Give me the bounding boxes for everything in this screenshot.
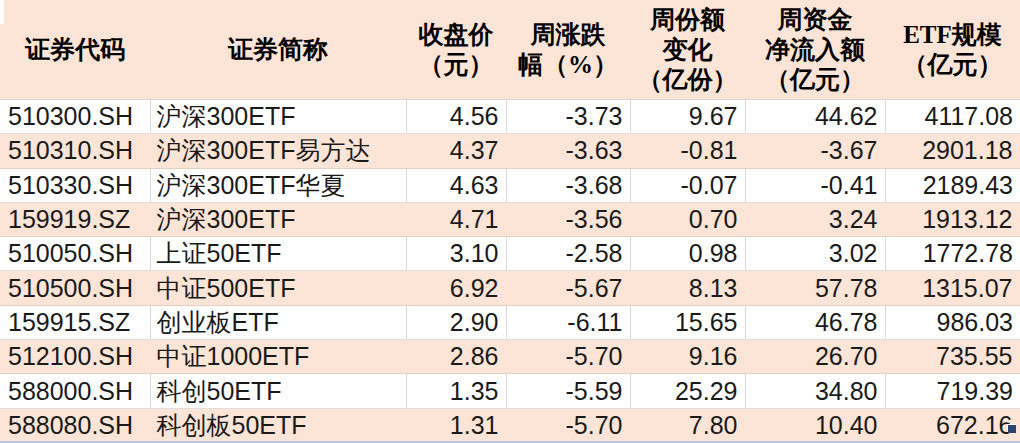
cell-close-price[interactable]: 2.86 <box>406 340 506 374</box>
table-row: 159919.SZ沪深300ETF4.71-3.560.703.241913.1… <box>0 202 1020 236</box>
cell-weekly-change[interactable]: -5.67 <box>506 271 630 305</box>
cell-close-price[interactable]: 1.31 <box>406 408 506 442</box>
cell-security-name[interactable]: 沪深300ETF华夏 <box>150 168 406 202</box>
cell-weekly-net-inflow[interactable]: -0.41 <box>745 168 885 202</box>
table-row: 512100.SH中证1000ETF2.86-5.709.1626.70735.… <box>0 340 1020 374</box>
cell-weekly-net-inflow[interactable]: -3.67 <box>745 134 885 168</box>
cell-weekly-net-inflow[interactable]: 57.78 <box>745 271 885 305</box>
col-header-close-price[interactable]: 收盘价 （元） <box>406 0 506 100</box>
cell-security-code[interactable]: 510500.SH <box>0 271 150 305</box>
cell-weekly-change[interactable]: -6.11 <box>506 305 630 339</box>
cell-weekly-net-inflow[interactable]: 3.24 <box>745 202 885 236</box>
table-row: 588080.SH科创板50ETF1.31-5.707.8010.40672.1… <box>0 408 1020 442</box>
cell-security-name[interactable]: 上证50ETF <box>150 237 406 271</box>
cell-security-name[interactable]: 科创板50ETF <box>150 408 406 442</box>
cell-close-price[interactable]: 4.56 <box>406 100 506 134</box>
table-row: 510050.SH上证50ETF3.10-2.580.983.021772.78 <box>0 237 1020 271</box>
table-body: 510300.SH沪深300ETF4.56-3.739.6744.624117.… <box>0 100 1020 443</box>
cell-close-price[interactable]: 4.37 <box>406 134 506 168</box>
cell-weekly-change[interactable]: -5.70 <box>506 408 630 442</box>
cell-security-name[interactable]: 沪深300ETF易方达 <box>150 134 406 168</box>
cell-weekly-share-change[interactable]: -0.81 <box>630 134 745 168</box>
cell-close-price[interactable]: 1.35 <box>406 374 506 408</box>
table-row: 510310.SH沪深300ETF易方达4.37-3.63-0.81-3.672… <box>0 134 1020 168</box>
col-header-etf-scale[interactable]: ETF规模 （亿元） <box>885 0 1020 100</box>
fill-handle[interactable] <box>1008 425 1016 433</box>
cell-weekly-net-inflow[interactable]: 26.70 <box>745 340 885 374</box>
cell-close-price[interactable]: 4.63 <box>406 168 506 202</box>
table-row: 588000.SH科创50ETF1.35-5.5925.2934.80719.3… <box>0 374 1020 408</box>
cell-security-name[interactable]: 创业板ETF <box>150 305 406 339</box>
table-row: 510500.SH中证500ETF6.92-5.678.1357.781315.… <box>0 271 1020 305</box>
cell-weekly-net-inflow[interactable]: 44.62 <box>745 100 885 134</box>
cell-weekly-net-inflow[interactable]: 10.40 <box>745 408 885 442</box>
cell-close-price[interactable]: 3.10 <box>406 237 506 271</box>
cell-weekly-share-change[interactable]: 0.98 <box>630 237 745 271</box>
cell-security-name[interactable]: 沪深300ETF <box>150 100 406 134</box>
cell-security-name[interactable]: 沪深300ETF <box>150 202 406 236</box>
cell-security-name[interactable]: 科创50ETF <box>150 374 406 408</box>
cell-weekly-change[interactable]: -5.70 <box>506 340 630 374</box>
cell-etf-scale[interactable]: 1315.07 <box>885 271 1020 305</box>
cell-weekly-share-change[interactable]: 7.80 <box>630 408 745 442</box>
cell-weekly-net-inflow[interactable]: 34.80 <box>745 374 885 408</box>
cell-weekly-net-inflow[interactable]: 46.78 <box>745 305 885 339</box>
cell-weekly-share-change[interactable]: 9.67 <box>630 100 745 134</box>
table-row: 510300.SH沪深300ETF4.56-3.739.6744.624117.… <box>0 100 1020 134</box>
cell-close-price[interactable]: 2.90 <box>406 305 506 339</box>
cell-weekly-share-change[interactable]: 9.16 <box>630 340 745 374</box>
etf-table: 证券代码 证券简称 收盘价 （元） 周涨跌 幅（%） 周份额 变化 （亿份） 周… <box>0 0 1020 443</box>
cell-security-code[interactable]: 159915.SZ <box>0 305 150 339</box>
cell-security-name[interactable]: 中证1000ETF <box>150 340 406 374</box>
cell-etf-scale[interactable]: 735.55 <box>885 340 1020 374</box>
cell-close-price[interactable]: 6.92 <box>406 271 506 305</box>
col-header-weekly-share-change[interactable]: 周份额 变化 （亿份） <box>630 0 745 100</box>
col-header-security-code[interactable]: 证券代码 <box>0 0 150 100</box>
corner-notch <box>0 0 4 24</box>
col-header-weekly-net-inflow[interactable]: 周资金 净流入额 （亿元） <box>745 0 885 100</box>
cell-weekly-change[interactable]: -3.68 <box>506 168 630 202</box>
cell-security-code[interactable]: 510300.SH <box>0 100 150 134</box>
cell-weekly-share-change[interactable]: 25.29 <box>630 374 745 408</box>
cell-close-price[interactable]: 4.71 <box>406 202 506 236</box>
cell-etf-scale[interactable]: 1772.78 <box>885 237 1020 271</box>
cell-weekly-change[interactable]: -2.58 <box>506 237 630 271</box>
cell-weekly-change[interactable]: -3.63 <box>506 134 630 168</box>
cell-weekly-change[interactable]: -3.56 <box>506 202 630 236</box>
col-header-security-name[interactable]: 证券简称 <box>150 0 406 100</box>
cell-security-code[interactable]: 588000.SH <box>0 374 150 408</box>
cell-security-name[interactable]: 中证500ETF <box>150 271 406 305</box>
cell-etf-scale[interactable]: 4117.08 <box>885 100 1020 134</box>
cell-weekly-net-inflow[interactable]: 3.02 <box>745 237 885 271</box>
cell-etf-scale[interactable]: 672.16 <box>885 408 1020 442</box>
cell-etf-scale[interactable]: 1913.12 <box>885 202 1020 236</box>
cell-etf-scale[interactable]: 2189.43 <box>885 168 1020 202</box>
cell-security-code[interactable]: 510330.SH <box>0 168 150 202</box>
etf-table-screenshot: 证券代码 证券简称 收盘价 （元） 周涨跌 幅（%） 周份额 变化 （亿份） 周… <box>0 0 1020 443</box>
col-header-weekly-change[interactable]: 周涨跌 幅（%） <box>506 0 630 100</box>
cell-etf-scale[interactable]: 2901.18 <box>885 134 1020 168</box>
cell-weekly-change[interactable]: -5.59 <box>506 374 630 408</box>
cell-security-code[interactable]: 159919.SZ <box>0 202 150 236</box>
cell-security-code[interactable]: 510310.SH <box>0 134 150 168</box>
cell-etf-scale[interactable]: 986.03 <box>885 305 1020 339</box>
cell-weekly-share-change[interactable]: -0.07 <box>630 168 745 202</box>
table-row: 159915.SZ创业板ETF2.90-6.1115.6546.78986.03 <box>0 305 1020 339</box>
cell-security-code[interactable]: 588080.SH <box>0 408 150 442</box>
cell-weekly-share-change[interactable]: 8.13 <box>630 271 745 305</box>
cell-security-code[interactable]: 512100.SH <box>0 340 150 374</box>
cell-security-code[interactable]: 510050.SH <box>0 237 150 271</box>
cell-weekly-share-change[interactable]: 0.70 <box>630 202 745 236</box>
cell-weekly-share-change[interactable]: 15.65 <box>630 305 745 339</box>
cell-etf-scale[interactable]: 719.39 <box>885 374 1020 408</box>
table-row: 510330.SH沪深300ETF华夏4.63-3.68-0.07-0.4121… <box>0 168 1020 202</box>
cell-weekly-change[interactable]: -3.73 <box>506 100 630 134</box>
header-row: 证券代码 证券简称 收盘价 （元） 周涨跌 幅（%） 周份额 变化 （亿份） 周… <box>0 0 1020 100</box>
